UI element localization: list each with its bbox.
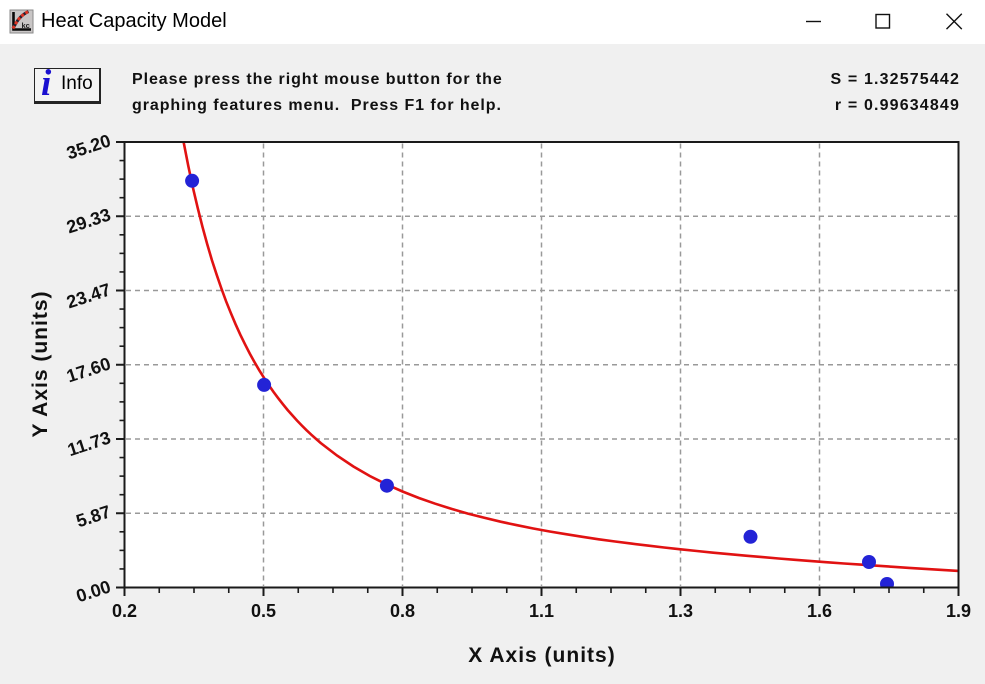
- svg-text:kc: kc: [22, 21, 30, 30]
